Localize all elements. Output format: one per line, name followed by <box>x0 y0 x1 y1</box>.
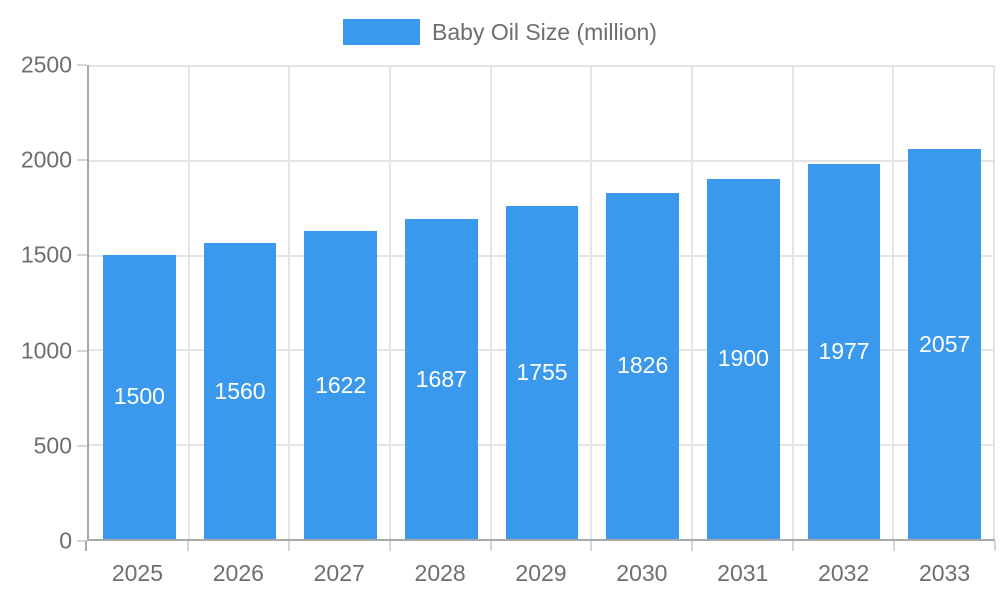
x-axis-tick <box>893 541 896 551</box>
bar-slot: 1900 <box>693 65 794 539</box>
bar[interactable]: 1977 <box>807 164 881 539</box>
gridline-vertical <box>993 65 995 539</box>
bar-slot: 2057 <box>894 65 995 539</box>
y-axis-label: 1500 <box>20 241 72 268</box>
bar[interactable]: 1900 <box>707 178 780 539</box>
bar[interactable]: 1500 <box>103 254 176 539</box>
x-axis-label: 2030 <box>616 560 668 586</box>
x-axis-tick <box>792 541 795 551</box>
bar-value-label: 1826 <box>617 352 669 379</box>
x-axis-tick <box>590 541 593 551</box>
x-axis-label: 2031 <box>717 560 769 586</box>
bar-slot: 1977 <box>794 65 895 539</box>
bar-value-label: 1900 <box>717 345 769 372</box>
y-axis-label: 0 <box>59 527 72 554</box>
gridline-vertical <box>791 65 794 539</box>
y-axis-tick <box>77 159 87 162</box>
x-axis-tick <box>186 541 189 551</box>
bar[interactable]: 1755 <box>505 206 579 539</box>
gridline-vertical <box>590 65 593 539</box>
legend: Baby Oil Size (million) <box>0 19 1000 45</box>
x-axis-tick <box>994 541 996 551</box>
bars-container: 1500 1560 1622 1687 1755 1826 1900 1977 2057 <box>89 65 995 539</box>
gridline-horizontal <box>89 159 995 162</box>
y-axis-label: 2000 <box>20 146 72 173</box>
bar-value-label: 1755 <box>516 359 568 386</box>
gridline-vertical <box>288 65 291 539</box>
gridline-vertical <box>187 65 190 539</box>
y-axis-label: 500 <box>33 432 72 459</box>
bar[interactable]: 1560 <box>203 243 277 539</box>
y-axis-tick <box>77 540 87 542</box>
bar-slot: 1622 <box>290 65 391 539</box>
plot-area: 1500 1560 1622 1687 1755 1826 1900 1977 2057 <box>87 65 995 541</box>
bar-value-label: 1500 <box>113 383 165 410</box>
x-axis-tick <box>85 541 87 551</box>
gridline-horizontal <box>89 65 995 67</box>
x-axis-label: 2032 <box>818 560 870 586</box>
legend-item[interactable]: Baby Oil Size (million) <box>343 19 657 45</box>
x-axis-label: 2029 <box>515 560 567 586</box>
x-axis-label: 2033 <box>918 560 971 586</box>
bar-value-label: 1560 <box>214 377 266 404</box>
bar-value-label: 2057 <box>919 330 971 357</box>
legend-swatch-icon <box>343 19 421 45</box>
y-axis-tick <box>77 444 87 447</box>
bar-slot: 1755 <box>492 65 593 539</box>
y-axis-label: 2500 <box>20 51 72 78</box>
bar-slot: 1826 <box>592 65 693 539</box>
y-axis-tick <box>77 64 87 66</box>
y-axis-label: 1000 <box>20 337 72 364</box>
gridline-vertical <box>892 65 895 539</box>
x-axis-label: 2025 <box>111 560 164 586</box>
bar[interactable]: 1622 <box>304 231 377 539</box>
bar[interactable]: 2057 <box>908 149 981 539</box>
x-axis-tick <box>489 541 492 551</box>
x-axis-label: 2026 <box>212 560 264 586</box>
bar-value-label: 1977 <box>818 338 870 365</box>
x-axis-tick <box>691 541 694 551</box>
gridline-vertical <box>489 65 492 539</box>
legend-label: Baby Oil Size (million) <box>432 19 657 45</box>
bar-value-label: 1622 <box>315 371 367 398</box>
y-axis-tick <box>77 254 87 257</box>
bar[interactable]: 1687 <box>405 219 478 539</box>
gridline-vertical <box>388 65 391 539</box>
bar-slot: 1687 <box>391 65 492 539</box>
y-axis-tick <box>77 349 87 352</box>
bar[interactable]: 1826 <box>606 192 679 539</box>
x-axis-tick <box>388 541 391 551</box>
gridline-vertical <box>690 65 693 539</box>
bar-value-label: 1687 <box>415 365 467 392</box>
x-axis-tick <box>287 541 290 551</box>
x-axis-label: 2027 <box>313 560 365 586</box>
bar-slot: 1500 <box>89 65 190 539</box>
bar-slot: 1560 <box>190 65 291 539</box>
x-axis-label: 2028 <box>414 560 466 586</box>
